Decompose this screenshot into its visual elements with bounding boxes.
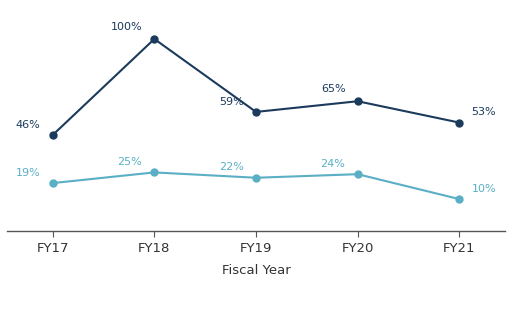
Text: 25%: 25% bbox=[117, 157, 142, 167]
Text: 22%: 22% bbox=[219, 162, 244, 172]
Text: 53%: 53% bbox=[472, 107, 496, 117]
Text: 10%: 10% bbox=[472, 184, 496, 194]
Text: 100%: 100% bbox=[111, 22, 142, 32]
Legend: Phase I, Phase II: Phase I, Phase II bbox=[170, 318, 342, 321]
Text: 24%: 24% bbox=[321, 159, 346, 169]
X-axis label: Fiscal Year: Fiscal Year bbox=[222, 264, 290, 277]
Text: 65%: 65% bbox=[321, 84, 346, 94]
Text: 19%: 19% bbox=[16, 168, 40, 178]
Text: 59%: 59% bbox=[219, 97, 244, 107]
Text: 46%: 46% bbox=[16, 120, 40, 130]
